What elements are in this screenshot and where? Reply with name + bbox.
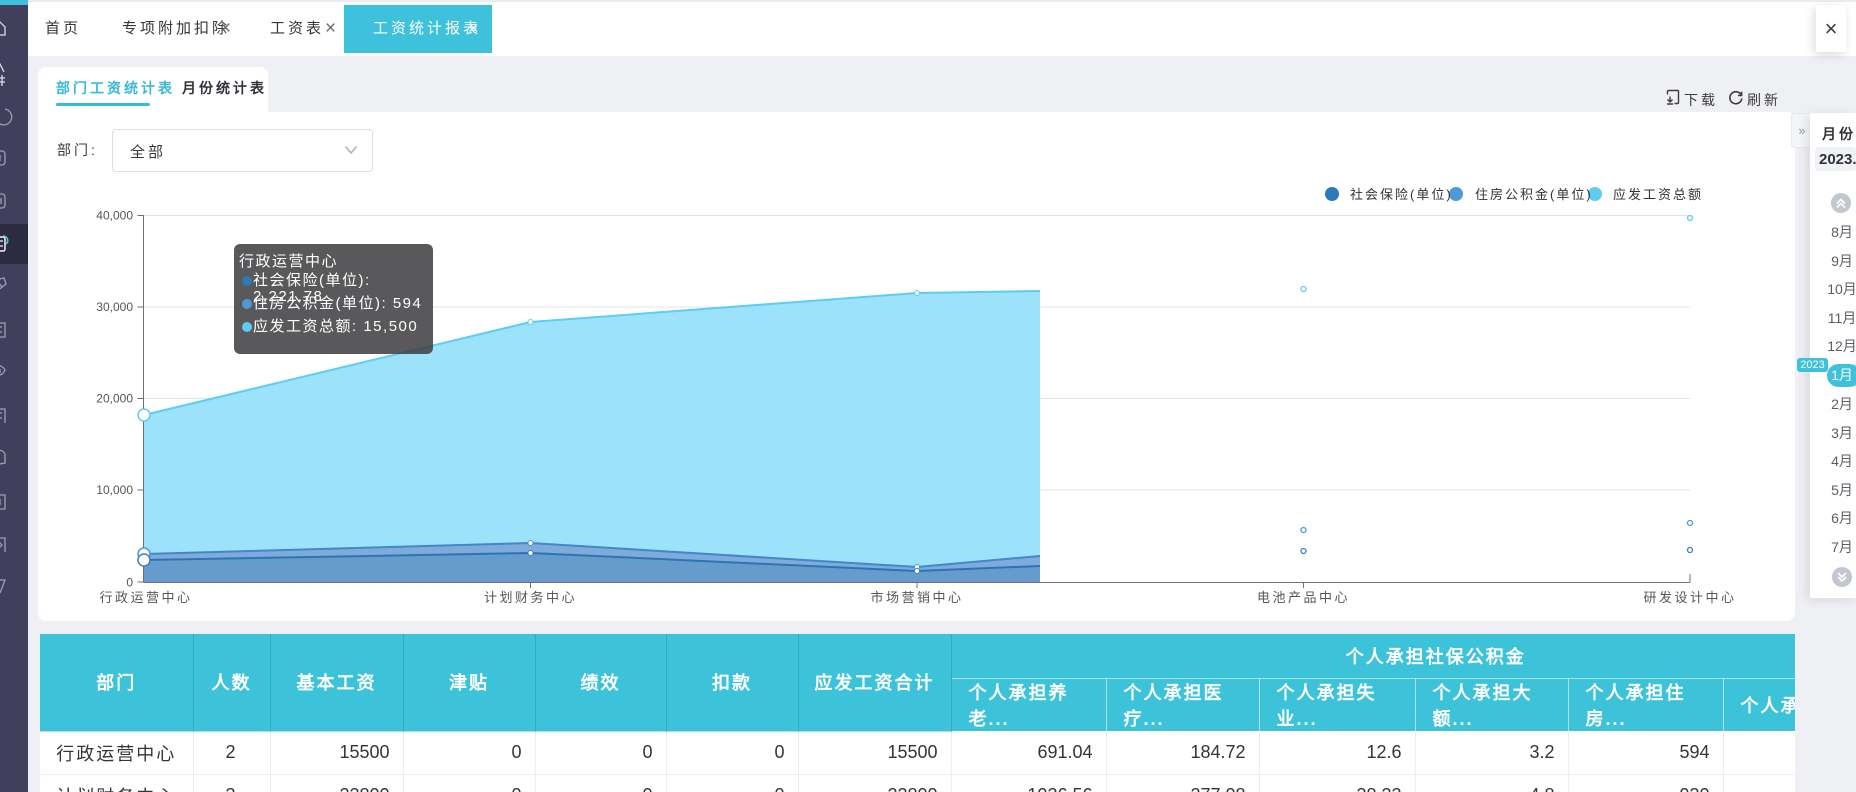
svg-text:应发工资总额: 应发工资总额 bbox=[1613, 187, 1703, 202]
svg-text:电池产品中心: 电池产品中心 bbox=[1257, 590, 1350, 605]
svg-text:社会保险(单位): 社会保险(单位) bbox=[1350, 187, 1453, 202]
svg-text:计划财务中心: 计划财务中心 bbox=[484, 590, 577, 605]
svg-text:研发设计中心: 研发设计中心 bbox=[1643, 590, 1736, 605]
svg-text:40,000: 40,000 bbox=[96, 209, 133, 223]
svg-text:0: 0 bbox=[126, 576, 133, 590]
svg-text:市场营销中心: 市场营销中心 bbox=[870, 590, 963, 605]
svg-text:行政运营中心: 行政运营中心 bbox=[99, 590, 192, 605]
svg-text:30,000: 30,000 bbox=[96, 300, 133, 314]
svg-text:20,000: 20,000 bbox=[96, 392, 133, 406]
svg-text:10,000: 10,000 bbox=[96, 483, 133, 497]
svg-text:住房公积金(单位): 住房公积金(单位) bbox=[1475, 187, 1593, 202]
